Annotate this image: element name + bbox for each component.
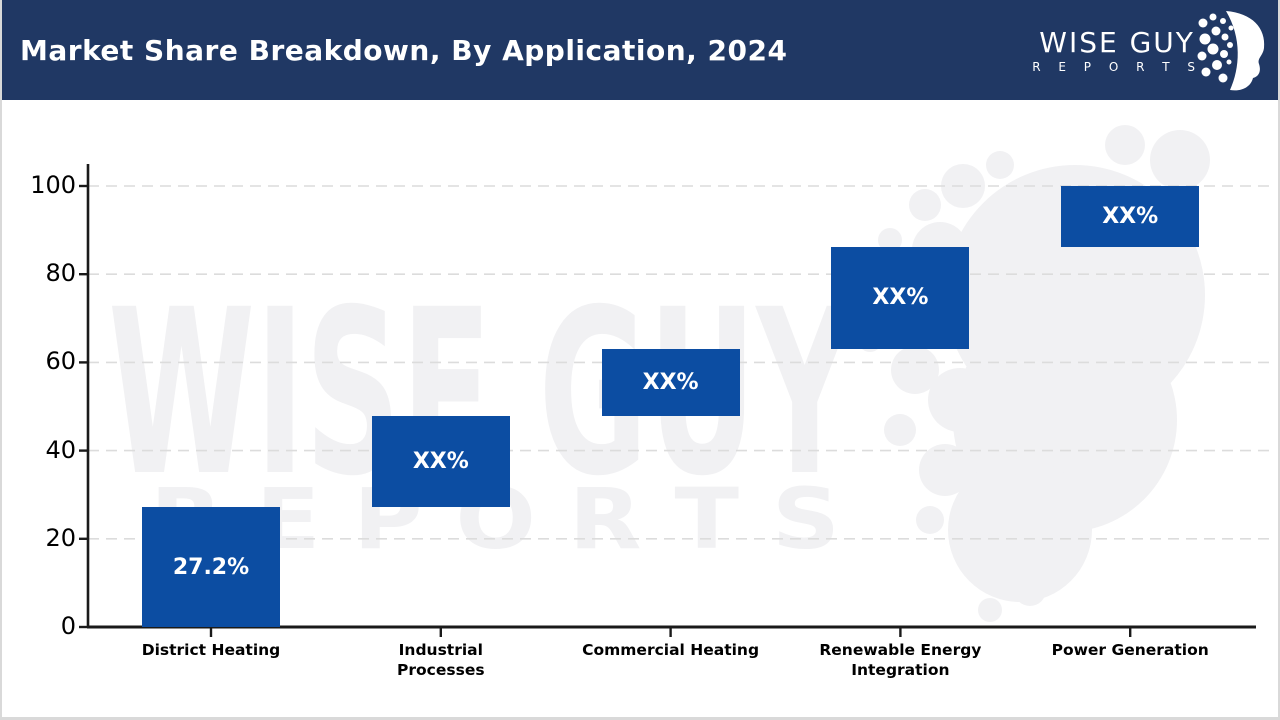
bar-power-generation: XX% <box>1061 186 1200 247</box>
y-tick-label: 100 <box>30 171 76 199</box>
logo-subtitle: R E P O R T S <box>1032 59 1202 74</box>
header-bar: Market Share Breakdown, By Application, … <box>0 0 1280 100</box>
bar-value-label: XX% <box>412 449 469 475</box>
logo-text: WISE GUY R E P O R T S <box>1032 26 1202 74</box>
x-tick-label-renewable-energy-integration: Renewable Energy Integration <box>819 641 982 680</box>
y-tick-label: 40 <box>45 435 76 464</box>
bar-value-label: XX% <box>1102 203 1159 229</box>
bar-industrial-processes: XX% <box>371 416 510 508</box>
wise-guy-reports-logo: WISE GUY R E P O R T S <box>1032 10 1268 92</box>
y-tick-label: 60 <box>45 347 76 376</box>
y-tick-label: 20 <box>45 523 76 552</box>
x-tick-label-commercial-heating: Commercial Heating <box>582 641 760 659</box>
bar-value-label: XX% <box>872 285 929 311</box>
y-tick-label: 0 <box>60 612 76 640</box>
bar-value-label: XX% <box>642 370 699 396</box>
y-tick-label: 80 <box>45 259 76 288</box>
bar-district-heating: 27.2% <box>142 507 280 627</box>
x-tick-label-industrial-processes: Industrial Processes <box>397 641 485 680</box>
x-tick-label-power-generation: Power Generation <box>1051 641 1209 659</box>
bar-commercial-heating: XX% <box>601 349 740 417</box>
tick-marks <box>79 184 1132 637</box>
bar-value-label: 27.2% <box>172 554 250 580</box>
dotted-head-profile-icon <box>1197 11 1265 91</box>
logo-wordmark: WISE GUY <box>1039 26 1195 60</box>
bar-renewable-energy-integration: XX% <box>831 246 970 350</box>
axes-layer <box>79 163 1270 637</box>
chart-title: Market Share Breakdown, By Application, … <box>20 33 788 67</box>
x-tick-label-district-heating: District Heating <box>141 641 281 659</box>
